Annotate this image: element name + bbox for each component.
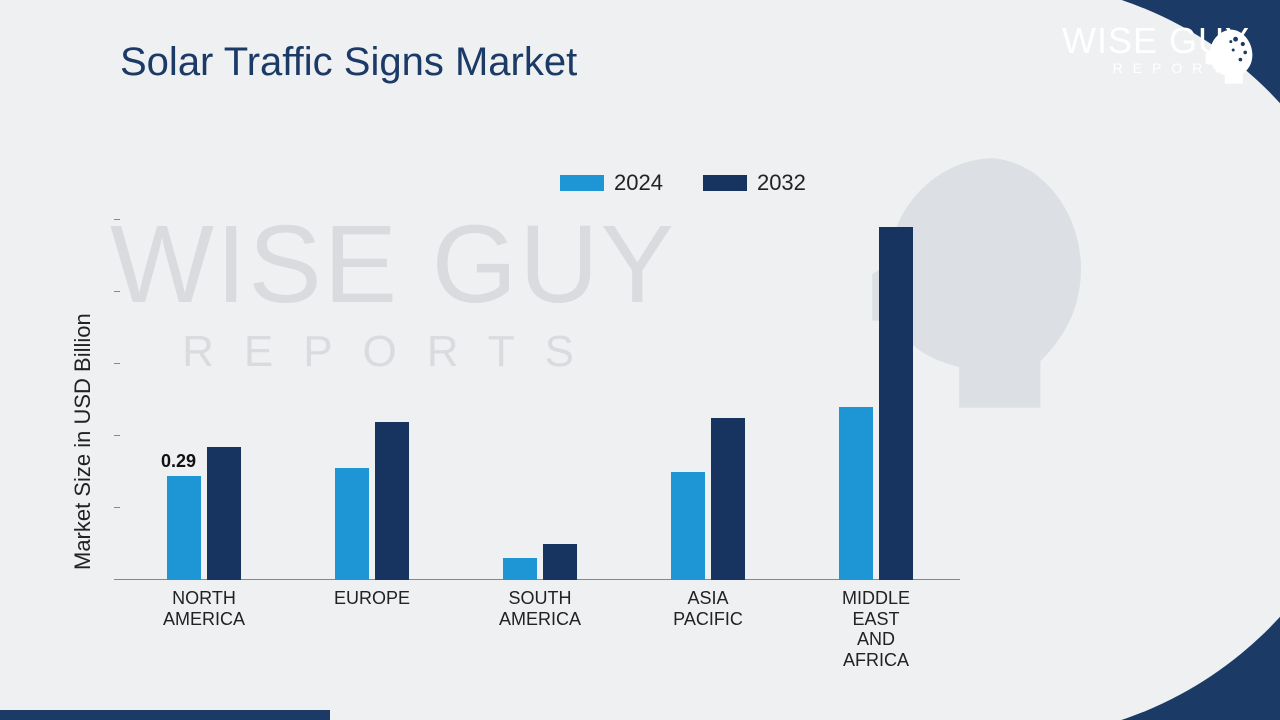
bar (375, 422, 409, 580)
bar (671, 472, 705, 580)
y-tick (114, 435, 120, 436)
x-axis-label: SOUTHAMERICA (456, 588, 624, 629)
bar (335, 468, 369, 580)
x-axis-label: EUROPE (288, 588, 456, 609)
brand-logo: WISE GUY REPORTS (990, 20, 1250, 76)
y-tick (114, 507, 120, 508)
chart-canvas: WISE GUY REPORTS Solar Traffic Signs Mar… (0, 0, 1280, 720)
legend-swatch (560, 175, 604, 191)
bar (839, 407, 873, 580)
x-axis-label: MIDDLEEASTANDAFRICA (792, 588, 960, 671)
y-tick (114, 363, 120, 364)
plot-area: 0.29NORTHAMERICAEUROPESOUTHAMERICAASIAPA… (120, 220, 960, 580)
bar (711, 418, 745, 580)
x-axis-label: ASIAPACIFIC (624, 588, 792, 629)
bar-group (503, 544, 577, 580)
y-tick (114, 219, 120, 220)
legend-label: 2032 (757, 170, 806, 196)
bottom-accent-strip (0, 710, 330, 720)
y-axis-label: Market Size in USD Billion (70, 313, 96, 570)
bar (543, 544, 577, 580)
y-tick (114, 579, 120, 580)
bar-group (671, 418, 745, 580)
bar (503, 558, 537, 580)
bar (167, 476, 201, 580)
legend-item: 2032 (703, 170, 806, 196)
bar (207, 447, 241, 580)
x-axis-label: NORTHAMERICA (120, 588, 288, 629)
bar-group (167, 447, 241, 580)
bar-group (839, 227, 913, 580)
legend-swatch (703, 175, 747, 191)
logo-head-icon (1196, 26, 1256, 86)
legend-item: 2024 (560, 170, 663, 196)
bar (879, 227, 913, 580)
chart-legend: 2024 2032 (560, 170, 806, 196)
legend-label: 2024 (614, 170, 663, 196)
bar-group (335, 422, 409, 580)
y-tick (114, 291, 120, 292)
chart-title: Solar Traffic Signs Market (120, 40, 577, 85)
